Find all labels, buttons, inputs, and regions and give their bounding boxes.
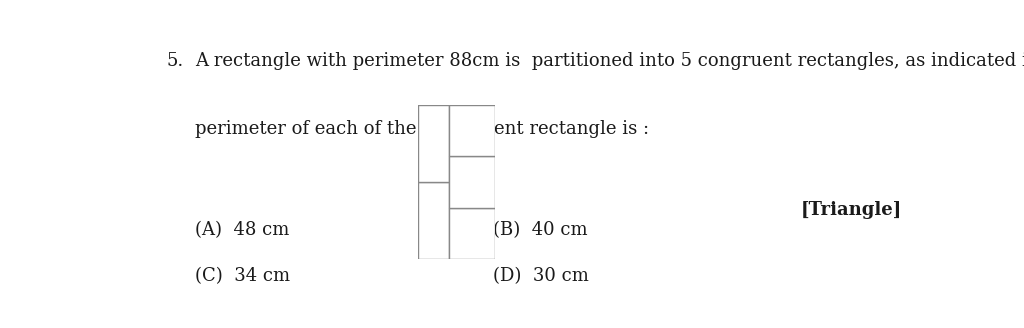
- Text: 5.: 5.: [166, 52, 183, 70]
- Text: [Triangle]: [Triangle]: [801, 201, 902, 219]
- Bar: [449, 208, 495, 259]
- Bar: [418, 105, 449, 182]
- Bar: [418, 182, 449, 259]
- Text: (B)  40 cm: (B) 40 cm: [494, 221, 588, 239]
- Bar: [449, 156, 495, 208]
- Text: perimeter of each of the concurrent rectangle is :: perimeter of each of the concurrent rect…: [196, 120, 649, 138]
- Bar: [449, 105, 495, 156]
- Text: A rectangle with perimeter 88cm is  partitioned into 5 congruent rectangles, as : A rectangle with perimeter 88cm is parti…: [196, 52, 1024, 70]
- Text: (A)  48 cm: (A) 48 cm: [196, 221, 290, 239]
- Text: (C)  34 cm: (C) 34 cm: [196, 267, 291, 285]
- Text: (D)  30 cm: (D) 30 cm: [494, 267, 589, 285]
